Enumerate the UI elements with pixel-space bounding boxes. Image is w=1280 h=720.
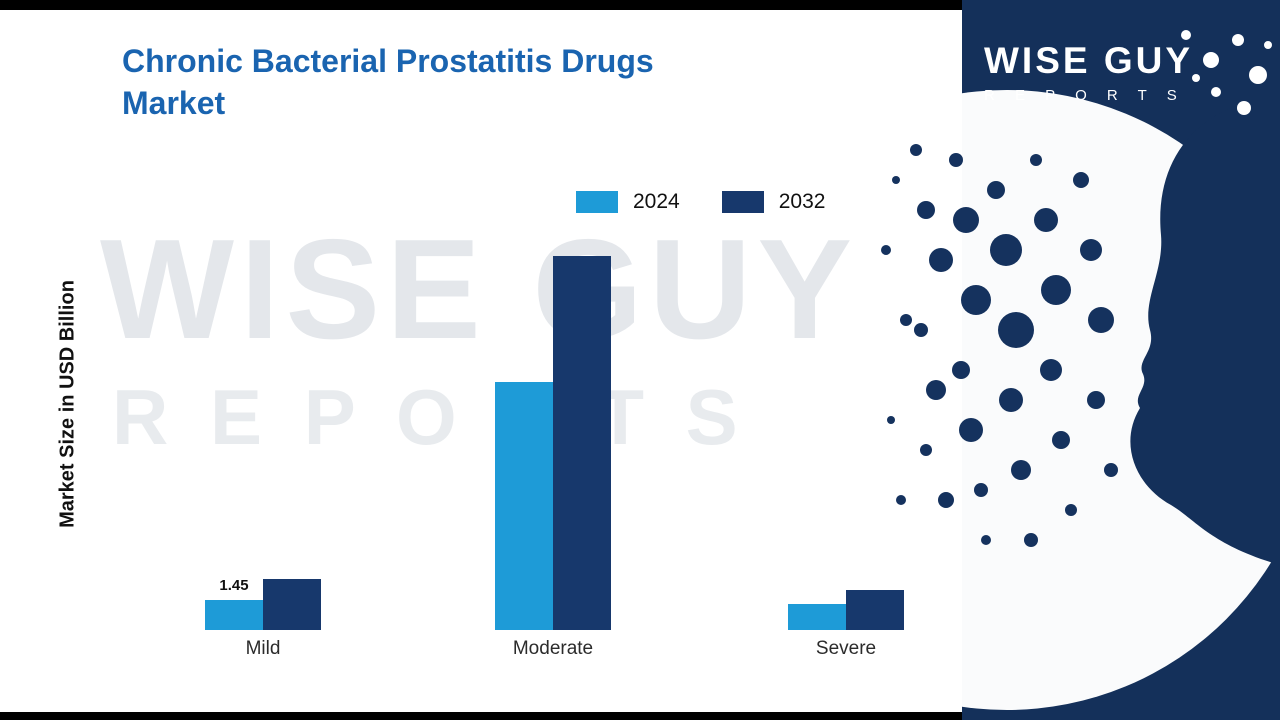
legend-swatch-2024 (576, 191, 618, 213)
chart-legend: 2024 2032 (576, 190, 825, 214)
top-border-strip (0, 0, 1280, 10)
legend-label-2024: 2024 (633, 190, 680, 213)
bar-2032-mild (263, 578, 321, 630)
bar-2024-mild (205, 600, 263, 630)
bar-2024-moderate (495, 381, 553, 630)
dot-pattern (881, 144, 1118, 547)
legend-swatch-2032 (721, 191, 764, 213)
legend-item-2032: 2032 (721, 190, 826, 214)
logo-wordmark: WISE GUY (984, 40, 1194, 81)
page-title: Chronic Bacterial Prostatitis Drugs Mark… (122, 40, 842, 124)
bar-group-severe: Severe (788, 190, 904, 659)
logo: WISE GUY R E P O R T S (984, 40, 1193, 104)
bottom-border-strip (0, 712, 1280, 720)
page-title-line2: Market (122, 85, 226, 122)
brand-panel-graphic (881, 0, 1280, 720)
brand-panel: WISE GUY R E P O R T S (881, 0, 1280, 720)
bar-group-mild: Mild (205, 190, 321, 659)
logo-subtext: R E P O R T S (984, 87, 1185, 104)
category-label-moderate: Moderate (512, 638, 594, 659)
category-label-severe: Severe (815, 638, 877, 659)
bar-2024-severe (788, 604, 846, 630)
bar-group-moderate: Moderate (495, 190, 611, 659)
bar-2032-moderate (553, 255, 611, 630)
category-label-mild: Mild (245, 638, 281, 659)
bar-value-label: 1.45 (219, 577, 249, 595)
bar-2032-severe (846, 590, 904, 630)
legend-label-2032: 2032 (778, 190, 826, 213)
page-title-line1: Chronic Bacterial Prostatitis Drugs (122, 43, 654, 79)
legend-item-2024: 2024 (576, 190, 680, 214)
